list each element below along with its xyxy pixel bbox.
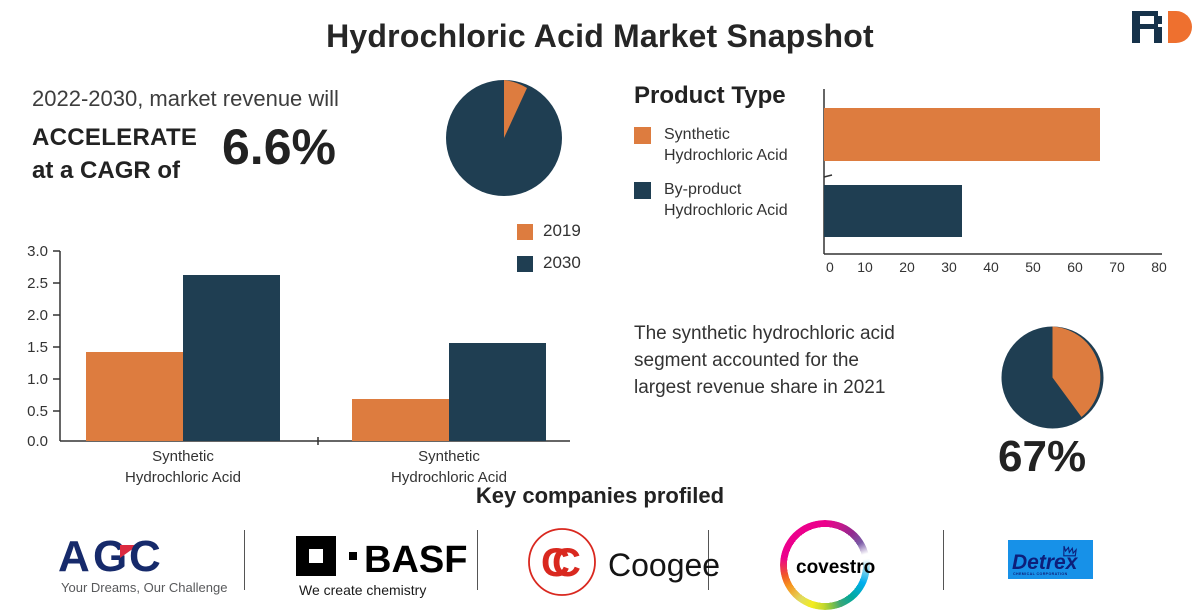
svg-text:1.5: 1.5 xyxy=(27,339,48,356)
svg-text:Detrex: Detrex xyxy=(1012,551,1079,574)
svg-text:30: 30 xyxy=(941,259,957,275)
svg-text:0: 0 xyxy=(826,259,834,275)
svg-text:80: 80 xyxy=(1151,259,1167,275)
svg-text:10: 10 xyxy=(857,259,873,275)
svg-text:3.0: 3.0 xyxy=(27,245,48,260)
svg-text:2.0: 2.0 xyxy=(27,307,48,324)
svg-text:60: 60 xyxy=(1067,259,1083,275)
svg-text:A: A xyxy=(58,532,90,581)
svg-text:Synthetic: Synthetic xyxy=(418,448,480,465)
svg-text:C: C xyxy=(552,541,581,585)
svg-text:20: 20 xyxy=(899,259,915,275)
svg-text:CHEMICAL CORPORATION: CHEMICAL CORPORATION xyxy=(1013,572,1068,576)
svg-text:1.0: 1.0 xyxy=(27,371,48,388)
svg-text:0.5: 0.5 xyxy=(27,403,48,420)
svg-text:0.0: 0.0 xyxy=(27,433,48,450)
svg-text:Synthetic: Synthetic xyxy=(152,448,214,465)
svg-text:G: G xyxy=(93,532,127,581)
svg-text:Coogee: Coogee xyxy=(608,547,720,583)
svg-text:2.5: 2.5 xyxy=(27,275,48,292)
svg-text:BASF: BASF xyxy=(364,539,467,581)
svg-text:C: C xyxy=(129,532,161,581)
svg-text:40: 40 xyxy=(983,259,999,275)
svg-text:50: 50 xyxy=(1025,259,1041,275)
svg-text:70: 70 xyxy=(1109,259,1125,275)
svg-text:Your Dreams, Our Challenge: Your Dreams, Our Challenge xyxy=(61,580,227,595)
svg-text:We create chemistry: We create chemistry xyxy=(299,582,426,598)
